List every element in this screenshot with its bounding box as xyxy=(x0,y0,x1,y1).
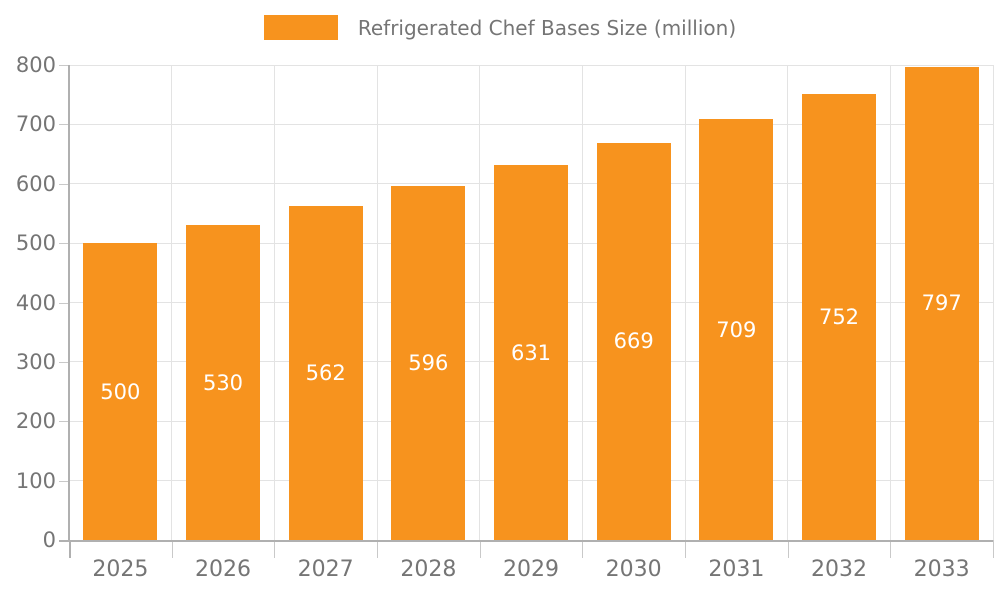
x-axis-tick xyxy=(890,540,892,558)
bar-value-label: 596 xyxy=(408,351,449,376)
bar-value-label: 752 xyxy=(818,304,860,329)
bar-value-label: 562 xyxy=(305,361,346,386)
gridline-vertical xyxy=(273,65,275,540)
bar-value-label: 797 xyxy=(921,291,962,316)
x-axis-label: 2026 xyxy=(194,557,251,582)
y-axis-label: 200 xyxy=(15,409,56,434)
gridline-vertical xyxy=(376,65,378,540)
y-axis-tick xyxy=(59,421,69,423)
x-axis-label: 2032 xyxy=(810,557,867,582)
gridline-vertical xyxy=(581,65,583,540)
legend[interactable]: Refrigerated Chef Bases Size (million) xyxy=(0,15,1000,40)
bar-value-label: 530 xyxy=(202,370,244,395)
y-axis-label: 600 xyxy=(15,171,56,196)
bar-value-label: 631 xyxy=(510,340,552,365)
y-axis-label: 700 xyxy=(15,112,56,137)
plot-area: 500 530 562 596 631 669 709 752 797 xyxy=(69,64,994,540)
gridline-vertical xyxy=(479,65,481,540)
bar-2028[interactable]: 596 xyxy=(391,186,466,540)
gridline-vertical xyxy=(171,65,173,540)
bar-2025[interactable]: 500 xyxy=(83,243,158,540)
y-axis-label: 100 xyxy=(15,468,56,493)
x-axis-label: 2031 xyxy=(708,557,765,582)
x-axis-label: 2028 xyxy=(400,557,457,582)
bar-2031[interactable]: 709 xyxy=(699,119,774,540)
y-axis-line xyxy=(68,65,70,540)
y-axis-label: 300 xyxy=(15,349,56,374)
bar-value-label: 709 xyxy=(716,317,757,342)
gridline-vertical xyxy=(684,65,686,540)
x-axis-label: 2030 xyxy=(605,557,662,582)
y-axis-tick xyxy=(59,243,69,245)
y-axis-label: 0 xyxy=(42,528,56,552)
x-axis-tick xyxy=(993,540,994,558)
legend-label: Refrigerated Chef Bases Size (million) xyxy=(357,15,737,40)
x-axis-tick xyxy=(582,540,584,558)
bar-value-label: 500 xyxy=(100,379,141,404)
x-axis-tick xyxy=(685,540,686,558)
y-axis-tick xyxy=(59,302,69,304)
x-axis-tick xyxy=(274,540,276,558)
bar-2033[interactable]: 797 xyxy=(904,66,979,540)
bar-2032[interactable]: 752 xyxy=(802,93,876,540)
y-axis-tick xyxy=(59,183,69,185)
x-axis-tick xyxy=(787,540,789,558)
x-axis-line xyxy=(59,540,993,542)
x-axis-tick xyxy=(171,540,173,558)
gridline-horizontal xyxy=(69,123,993,125)
bar-2029[interactable]: 631 xyxy=(494,165,568,540)
gridline-horizontal xyxy=(69,64,993,66)
x-axis-label: 2033 xyxy=(913,557,970,582)
x-axis-tick xyxy=(479,540,481,558)
bar-value-label: 669 xyxy=(613,329,654,354)
x-axis-tick xyxy=(69,540,71,558)
x-axis-tick xyxy=(377,540,378,558)
x-axis-label: 2029 xyxy=(502,557,559,582)
y-axis-label: 800 xyxy=(15,53,56,77)
y-axis-label: 400 xyxy=(15,290,56,315)
y-axis-tick xyxy=(59,65,69,66)
y-axis-tick xyxy=(59,124,69,126)
y-axis-tick xyxy=(59,361,69,363)
y-axis-tick xyxy=(59,480,69,482)
bar-2027[interactable]: 562 xyxy=(288,206,363,540)
x-axis-label: 2025 xyxy=(92,557,149,582)
bar-2030[interactable]: 669 xyxy=(596,142,671,540)
gridline-vertical xyxy=(787,65,789,540)
gridline-vertical xyxy=(889,65,891,540)
x-axis-label: 2027 xyxy=(297,557,354,582)
gridline-vertical xyxy=(992,65,994,540)
bar-2026[interactable]: 530 xyxy=(186,225,260,540)
y-axis-label: 500 xyxy=(15,231,56,256)
legend-swatch xyxy=(263,15,338,40)
